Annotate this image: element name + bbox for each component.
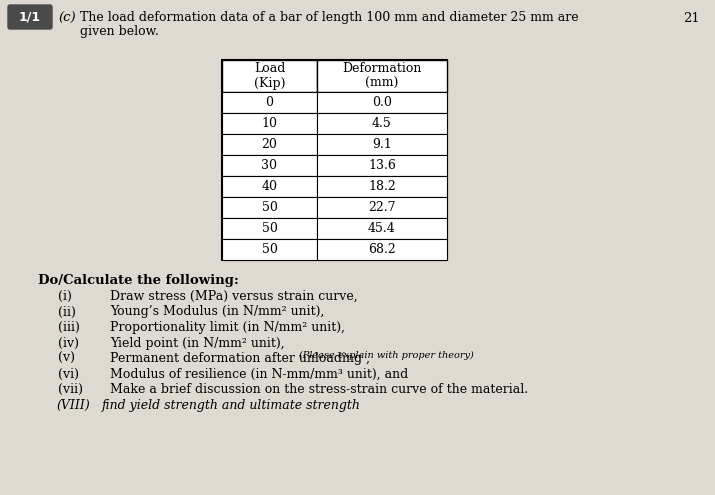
Bar — [317, 134, 447, 155]
Bar — [222, 197, 317, 218]
Text: (iii): (iii) — [58, 321, 80, 334]
Text: 4.5: 4.5 — [372, 117, 392, 130]
Text: Deformation
(mm): Deformation (mm) — [342, 62, 422, 90]
Bar — [317, 218, 447, 239]
Bar — [317, 92, 447, 113]
Text: Draw stress (MPa) versus strain curve,: Draw stress (MPa) versus strain curve, — [110, 290, 358, 303]
Text: 1/1: 1/1 — [19, 10, 41, 23]
Bar — [222, 113, 317, 134]
Text: 45.4: 45.4 — [368, 222, 396, 235]
Bar — [222, 155, 317, 176]
Text: Proportionality limit (in N/mm² unit),: Proportionality limit (in N/mm² unit), — [110, 321, 345, 334]
Text: 20: 20 — [262, 138, 277, 151]
Text: 13.6: 13.6 — [368, 159, 396, 172]
Text: 50: 50 — [262, 243, 277, 256]
Bar — [222, 60, 317, 92]
Text: 9.1: 9.1 — [372, 138, 392, 151]
Text: given below.: given below. — [80, 26, 159, 39]
Bar — [222, 218, 317, 239]
Text: Young’s Modulus (in N/mm² unit),: Young’s Modulus (in N/mm² unit), — [110, 305, 325, 318]
Bar — [317, 239, 447, 260]
Text: find yield strength and ultimate strength: find yield strength and ultimate strengt… — [102, 398, 361, 411]
Text: Do/Calculate the following:: Do/Calculate the following: — [38, 274, 239, 287]
FancyBboxPatch shape — [8, 5, 52, 29]
Text: 30: 30 — [262, 159, 277, 172]
Text: (vii): (vii) — [58, 383, 83, 396]
Text: Load
(Kip): Load (Kip) — [254, 62, 285, 90]
Text: 50: 50 — [262, 201, 277, 214]
Bar — [317, 113, 447, 134]
Text: 68.2: 68.2 — [368, 243, 396, 256]
Bar — [222, 176, 317, 197]
Text: 50: 50 — [262, 222, 277, 235]
Text: (v): (v) — [58, 352, 75, 365]
Text: 10: 10 — [262, 117, 277, 130]
Text: (c): (c) — [58, 11, 76, 24]
Text: 21: 21 — [684, 11, 700, 24]
Text: 22.7: 22.7 — [368, 201, 395, 214]
Bar — [317, 197, 447, 218]
Bar — [222, 239, 317, 260]
Text: 0: 0 — [265, 96, 274, 109]
Bar — [222, 134, 317, 155]
Text: 0.0: 0.0 — [372, 96, 392, 109]
Text: Permanent deformation after unloading ,: Permanent deformation after unloading , — [110, 352, 370, 365]
Text: (iv): (iv) — [58, 337, 79, 349]
Bar — [317, 60, 447, 92]
Text: Modulus of resilience (in N-mm/mm³ unit), and: Modulus of resilience (in N-mm/mm³ unit)… — [110, 367, 408, 381]
Bar — [317, 176, 447, 197]
Text: 40: 40 — [262, 180, 277, 193]
Text: (vi): (vi) — [58, 367, 79, 381]
Text: (Please explain with proper theory): (Please explain with proper theory) — [299, 351, 474, 360]
Text: The load deformation data of a bar of length 100 mm and diameter 25 mm are: The load deformation data of a bar of le… — [80, 11, 578, 24]
Text: (VIII): (VIII) — [56, 398, 90, 411]
Bar — [222, 92, 317, 113]
Text: (ii): (ii) — [58, 305, 76, 318]
Text: (i): (i) — [58, 290, 72, 303]
Bar — [222, 60, 447, 260]
Bar — [317, 155, 447, 176]
Text: 18.2: 18.2 — [368, 180, 396, 193]
Text: Make a brief discussion on the stress-strain curve of the material.: Make a brief discussion on the stress-st… — [110, 383, 528, 396]
Text: Yield point (in N/mm² unit),: Yield point (in N/mm² unit), — [110, 337, 285, 349]
